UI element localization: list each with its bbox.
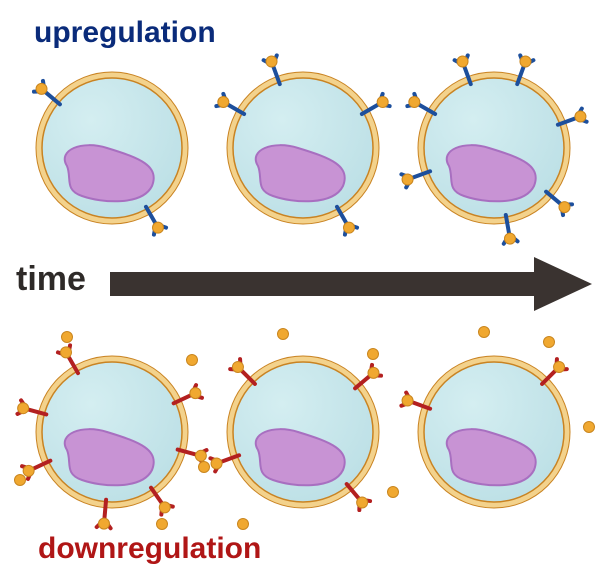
ligand xyxy=(159,502,170,513)
receptor xyxy=(151,488,173,515)
receptor xyxy=(337,207,357,235)
ligand xyxy=(266,56,277,67)
receptor xyxy=(34,81,60,104)
ligand xyxy=(554,361,565,372)
ligand xyxy=(344,222,355,233)
receptor xyxy=(542,359,567,384)
ligand xyxy=(18,403,29,414)
free-ligand xyxy=(368,349,379,360)
free-ligand xyxy=(15,475,26,486)
free-ligand xyxy=(544,337,555,348)
cell xyxy=(193,38,413,263)
receptor xyxy=(58,345,78,373)
receptor xyxy=(407,94,435,114)
receptor xyxy=(216,94,244,114)
receptor xyxy=(230,359,255,384)
ligand xyxy=(575,111,586,122)
receptor xyxy=(355,365,381,388)
ligand xyxy=(232,361,243,372)
ligand xyxy=(402,174,413,185)
ligand xyxy=(23,465,34,476)
free-ligand xyxy=(584,422,595,433)
cell xyxy=(193,322,413,547)
receptor xyxy=(546,192,572,215)
free-ligand xyxy=(157,519,168,530)
ligand xyxy=(402,395,413,406)
ligand xyxy=(559,202,570,213)
cell xyxy=(384,38,602,263)
cell xyxy=(384,322,602,547)
ligand xyxy=(98,518,109,529)
ligand xyxy=(457,56,468,67)
ligand xyxy=(153,222,164,233)
free-ligand xyxy=(238,519,249,530)
receptor xyxy=(146,207,166,235)
ligand xyxy=(357,497,368,508)
ligand xyxy=(504,233,515,244)
cell xyxy=(2,322,222,547)
cell xyxy=(2,38,222,263)
ligand xyxy=(211,458,222,469)
ligand xyxy=(368,367,379,378)
free-ligand xyxy=(278,329,289,340)
receptor xyxy=(347,484,370,510)
free-ligand xyxy=(62,332,73,343)
ligand xyxy=(36,83,47,94)
ligand xyxy=(218,97,229,108)
ligand xyxy=(61,347,72,358)
free-ligand xyxy=(479,327,490,338)
diagram-root: { "canvas": { "w": 602, "h": 579, "backg… xyxy=(0,0,602,579)
ligand xyxy=(409,97,420,108)
ligand xyxy=(520,56,531,67)
